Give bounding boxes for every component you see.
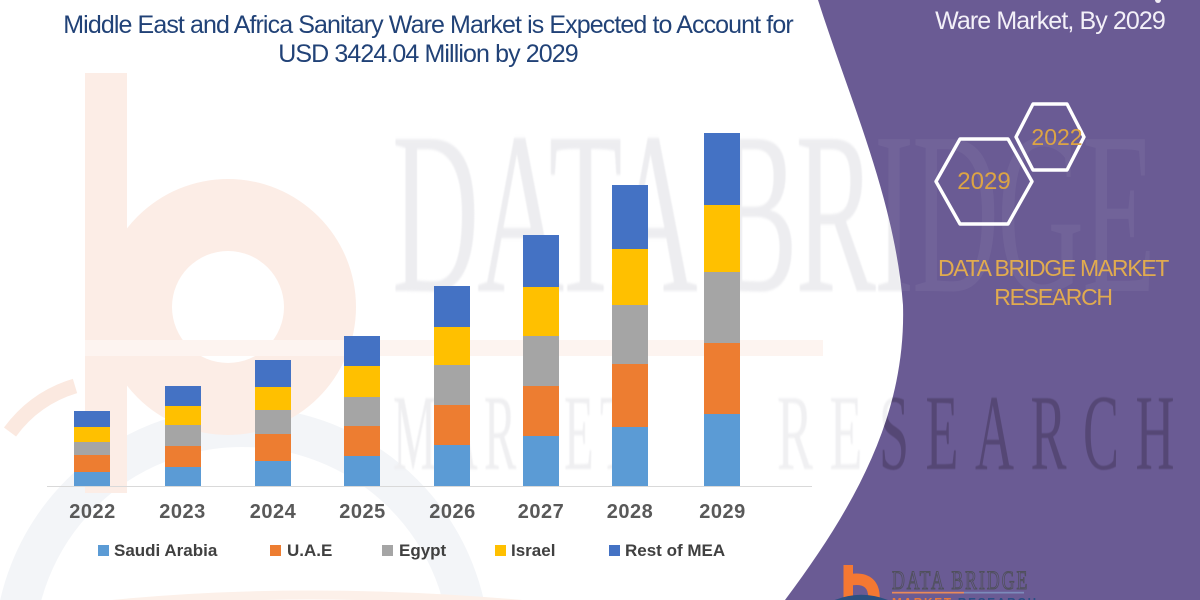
svg-text:2029: 2029 [957, 168, 1010, 195]
svg-text:DATA BRIDGE: DATA BRIDGE [892, 566, 1029, 595]
svg-text:2022: 2022 [1031, 124, 1082, 150]
svg-text:MARKET RESEARCH: MARKET RESEARCH [892, 595, 1038, 600]
